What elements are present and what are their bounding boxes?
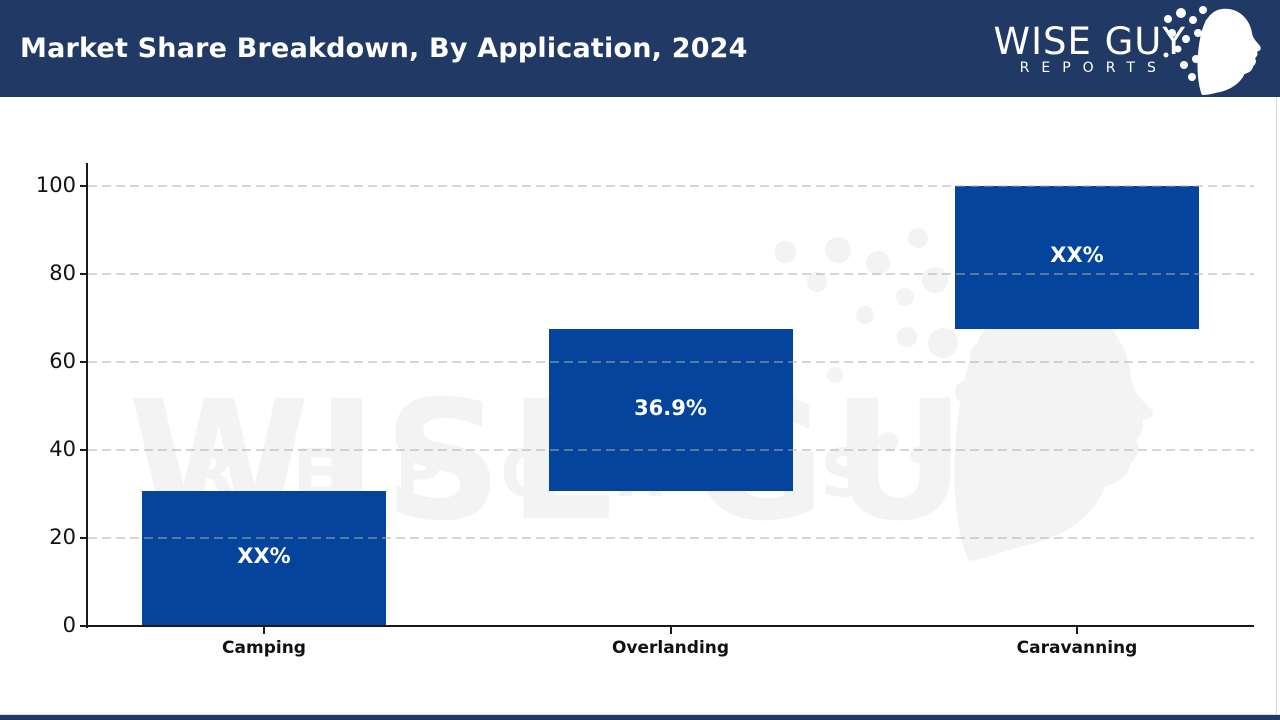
xtick-camping [263,627,265,634]
gridline-20 [88,537,1254,539]
ytick-label-20: 20 [49,525,76,549]
wiseguy-face-icon [1163,5,1261,95]
gridline-80 [88,273,1254,275]
bar-label-caravanning: XX% [1050,243,1104,268]
ytick-80 [80,273,88,275]
bar-caravanning [955,186,1199,329]
xtick-label-caravanning: Caravanning [1016,638,1138,658]
xtick-label-overlanding: Overlanding [611,638,730,658]
xtick-label-camping: Camping [222,638,306,658]
ytick-20 [80,537,88,539]
ytick-label-100: 100 [35,173,76,197]
xtick-caravanning [1076,627,1078,634]
gridline-40 [88,449,1254,451]
chart-canvas: WISE GUY REPORTS XX%Camping36.9%Overland… [0,97,1280,714]
ytick-100 [80,185,88,187]
header-bar: Market Share Breakdown, By Application, … [0,0,1280,97]
ytick-label-80: 80 [49,261,76,285]
bar-label-camping: XX% [237,544,291,569]
logo-text: WISE GUY REPORTS [994,23,1186,78]
footer-bar [0,715,1280,720]
ytick-label-60: 60 [49,349,76,373]
wiseguy-logo: WISE GUY REPORTS [994,3,1266,95]
figure-right-border [1276,97,1277,715]
bar-camping [142,490,386,626]
ytick-0 [80,625,88,627]
gridline-60 [88,361,1254,363]
figure-bottom-border [0,714,1280,715]
logo-name: WISE GUY [993,20,1186,64]
ytick-label-40: 40 [49,437,76,461]
x-axis-spine [86,625,1254,627]
page-title: Market Share Breakdown, By Application, … [20,33,748,64]
ytick-60 [80,361,88,363]
ytick-label-0: 0 [62,613,76,637]
logo-tagline: REPORTS [1019,60,1168,77]
y-axis-spine [86,163,88,628]
xtick-overlanding [669,627,672,634]
bar-label-overlanding: 36.9% [634,395,707,420]
gridline-100 [88,185,1254,187]
bar-overlanding [548,328,793,491]
ytick-40 [80,449,88,451]
